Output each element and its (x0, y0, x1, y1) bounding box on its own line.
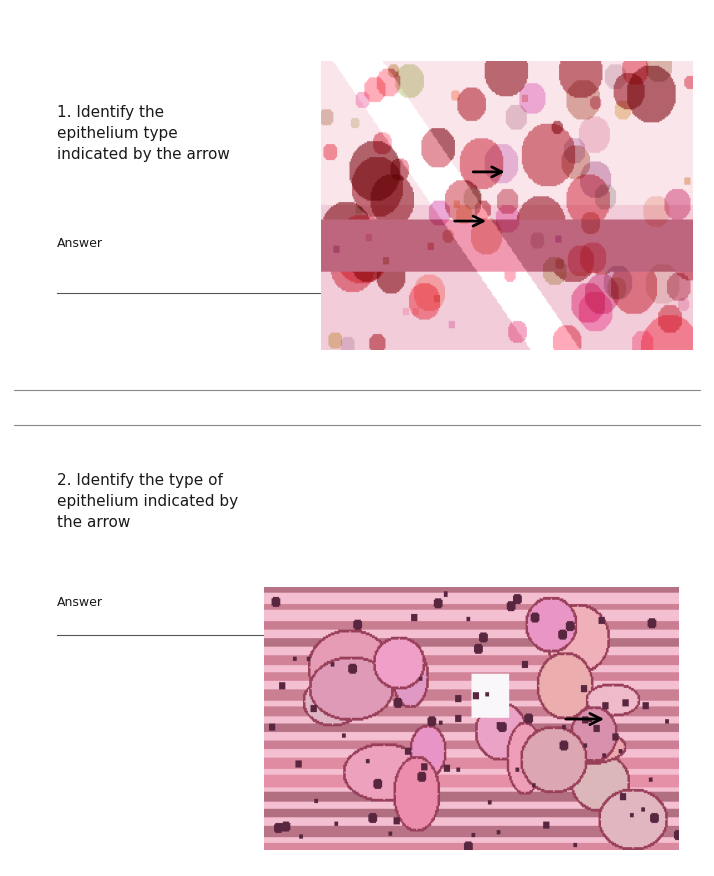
Text: 1. Identify the
epithelium type
indicated by the arrow: 1. Identify the epithelium type indicate… (57, 105, 230, 162)
Text: Answer: Answer (57, 237, 103, 250)
Text: 2. Identify the type of
epithelium indicated by
the arrow: 2. Identify the type of epithelium indic… (57, 473, 238, 530)
Text: Answer: Answer (57, 596, 103, 609)
